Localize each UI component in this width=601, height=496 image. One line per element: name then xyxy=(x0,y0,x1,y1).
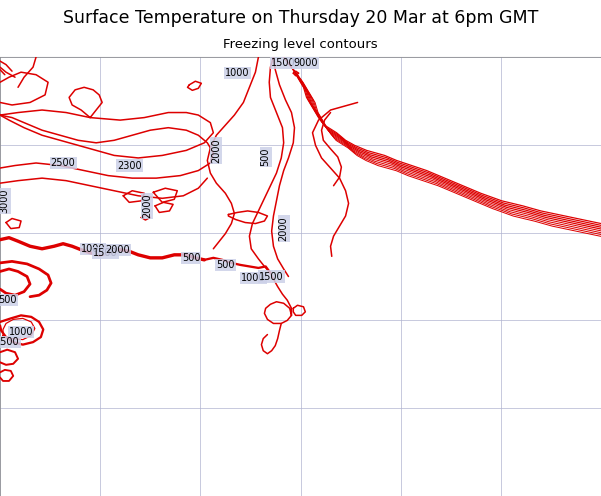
Text: 1000: 1000 xyxy=(81,244,105,254)
Text: 500: 500 xyxy=(261,148,270,166)
Text: 1000: 1000 xyxy=(9,327,33,337)
Text: Surface Temperature on Thursday 20 Mar at 6pm GMT: Surface Temperature on Thursday 20 Mar a… xyxy=(63,9,538,27)
Text: 2000: 2000 xyxy=(279,216,288,241)
Text: 9000: 9000 xyxy=(293,58,317,68)
Text: 2500: 2500 xyxy=(50,158,76,168)
Text: 2300: 2300 xyxy=(117,161,141,171)
Text: 500: 500 xyxy=(182,253,200,263)
Text: 1500: 1500 xyxy=(272,58,296,68)
Text: 1500: 1500 xyxy=(93,248,117,258)
Text: 1500: 1500 xyxy=(260,271,284,282)
Text: 3000: 3000 xyxy=(0,188,10,213)
Text: 1000: 1000 xyxy=(242,273,266,283)
Text: 1000: 1000 xyxy=(225,68,249,78)
Text: 500: 500 xyxy=(0,295,16,305)
Text: 1500: 1500 xyxy=(0,337,19,347)
Text: 2000: 2000 xyxy=(142,193,152,218)
Text: 2000: 2000 xyxy=(212,138,221,163)
Text: Freezing level contours: Freezing level contours xyxy=(223,38,378,51)
Text: 500: 500 xyxy=(216,260,234,270)
Text: 2000: 2000 xyxy=(105,245,129,255)
